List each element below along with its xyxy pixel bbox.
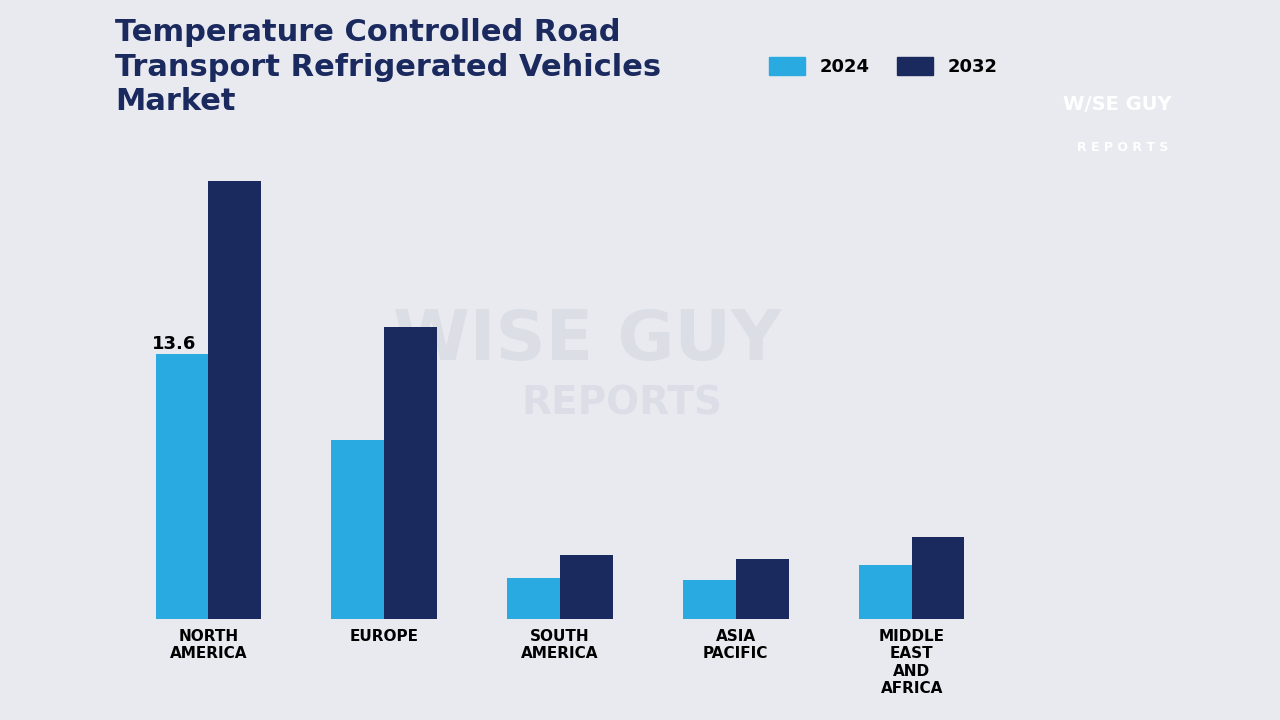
Legend: 2024, 2032: 2024, 2032 bbox=[762, 50, 1005, 84]
Bar bbox=[384, 327, 436, 619]
Text: R E P O R T S: R E P O R T S bbox=[1076, 141, 1169, 154]
Bar bbox=[507, 578, 561, 619]
Text: Temperature Controlled Road
Transport Refrigerated Vehicles
Market: Temperature Controlled Road Transport Re… bbox=[115, 18, 662, 117]
Bar bbox=[561, 555, 613, 619]
Text: 13.6: 13.6 bbox=[152, 335, 197, 353]
Text: REPORTS: REPORTS bbox=[522, 384, 723, 423]
Bar bbox=[859, 564, 911, 619]
Text: WISE GUY: WISE GUY bbox=[393, 307, 781, 374]
Bar bbox=[209, 181, 261, 619]
Text: W/SE GUY: W/SE GUY bbox=[1062, 95, 1171, 114]
Bar bbox=[684, 580, 736, 619]
Bar bbox=[911, 537, 964, 619]
Bar bbox=[156, 354, 209, 619]
Bar bbox=[736, 559, 788, 619]
Bar bbox=[332, 440, 384, 619]
